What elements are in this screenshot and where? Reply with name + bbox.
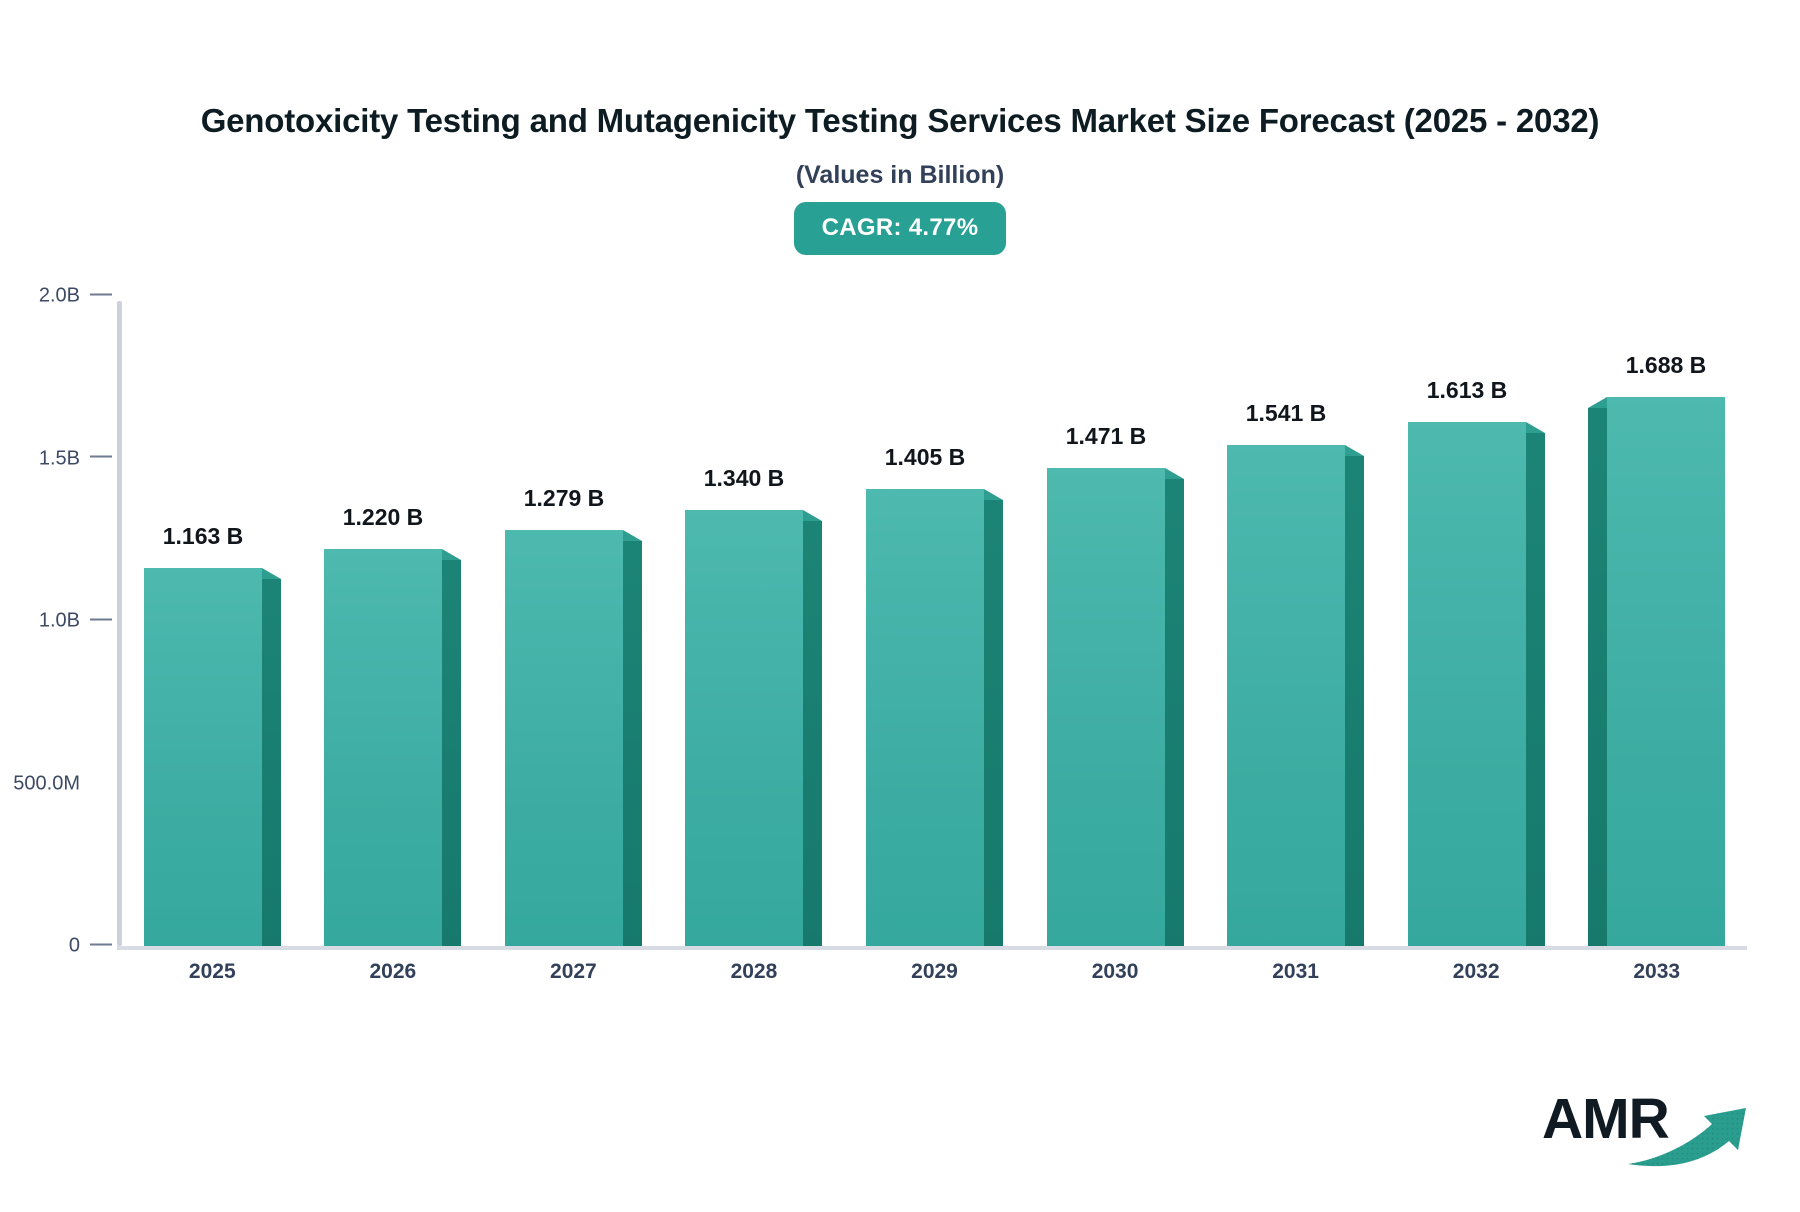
bar-value-label: 1.279 B	[523, 485, 605, 511]
chart-subtitle: (Values in Billion)	[795, 160, 1005, 189]
bar-top-cap	[442, 549, 461, 560]
bar-2032[interactable]: 1.613 B	[1408, 296, 1545, 946]
bar-value-label: 1.688 B	[1625, 352, 1707, 378]
y-tick-mark	[90, 618, 112, 621]
growth-arrow-icon	[1628, 1108, 1746, 1167]
y-tick-0: 0	[0, 935, 112, 958]
bar-side-face	[984, 500, 1003, 946]
x-tick-label-2030: 2030	[1091, 960, 1139, 983]
bar-2031[interactable]: 1.541 B	[1227, 296, 1364, 946]
bar-value-label: 1.163 B	[162, 523, 244, 549]
y-tick-label: 0	[68, 934, 80, 957]
bar-2033[interactable]: 1.688 B	[1588, 296, 1725, 946]
y-tick-500.0M: 500.0M	[0, 772, 112, 795]
y-tick-label: 500.0M	[13, 772, 80, 794]
bar-top-cap	[1588, 397, 1607, 408]
x-tick-label-2032: 2032	[1452, 960, 1500, 983]
x-axis-spine	[117, 946, 1747, 950]
y-tick-label: 1.5B	[38, 447, 80, 469]
bar-side-face	[803, 521, 822, 946]
bar-top-cap	[803, 510, 822, 521]
bar-front-face	[1047, 468, 1165, 946]
bar-2028[interactable]: 1.340 B	[685, 296, 822, 946]
bar-top-cap	[1526, 422, 1545, 433]
bar-value-label: 1.471 B	[1065, 423, 1147, 449]
bar-2030[interactable]: 1.471 B	[1047, 296, 1184, 946]
x-tick-label-2026: 2026	[369, 960, 417, 983]
bar-series: 1.163 B 1.220 B 1.279 B 1.340 B 1.405 B 1.471…	[122, 296, 1747, 946]
y-tick-mark	[90, 943, 112, 946]
y-tick-label: 2.0B	[38, 284, 80, 307]
x-tick-label-2033: 2033	[1633, 960, 1681, 983]
x-tick-label-2027: 2027	[550, 960, 597, 983]
bar-top-cap	[984, 489, 1003, 500]
bar-front-face	[1408, 422, 1526, 946]
y-axis-spine	[117, 301, 122, 946]
amr-logo: AMR	[1542, 1078, 1752, 1170]
cagr-badge: CAGR: 4.77%	[793, 201, 1007, 255]
bar-side-face	[1165, 479, 1184, 946]
y-tick-2.0B: 2.0B	[0, 285, 112, 308]
bar-side-face	[1588, 408, 1607, 946]
y-tick-1.5B: 1.5B	[0, 447, 112, 470]
bar-2026[interactable]: 1.220 B	[324, 296, 461, 946]
bar-2029[interactable]: 1.405 B	[866, 296, 1003, 946]
x-axis-labels: 2025 2026 2027 2028 2029 2030 2031 2032 2033	[122, 960, 1747, 1000]
bar-front-face	[505, 530, 623, 946]
bar-side-face	[1526, 433, 1545, 946]
bar-side-face	[442, 560, 461, 946]
bar-value-label: 1.220 B	[342, 504, 424, 530]
bar-front-face	[685, 510, 803, 946]
bar-side-face	[262, 579, 281, 946]
logo-wordmark: AMR	[1542, 1087, 1670, 1151]
bar-front-face	[1227, 445, 1345, 946]
bar-value-label: 1.405 B	[884, 444, 966, 470]
x-tick-label-2031: 2031	[1272, 960, 1319, 983]
page-title: Genotoxicity Testing and Mutagenicity Te…	[200, 102, 1600, 139]
bar-front-face	[1607, 397, 1725, 946]
bar-side-face	[1345, 456, 1364, 946]
bar-top-cap	[1345, 445, 1364, 456]
bar-2025[interactable]: 1.163 B	[144, 296, 281, 946]
bar-front-face	[866, 489, 984, 946]
y-tick-label: 1.0B	[38, 609, 80, 632]
bar-value-label: 1.613 B	[1426, 377, 1508, 403]
y-tick-mark	[90, 293, 112, 296]
bar-side-face	[623, 541, 642, 946]
y-tick-1.0B: 1.0B	[0, 610, 112, 633]
bar-value-label: 1.541 B	[1245, 400, 1327, 426]
bar-top-cap	[623, 530, 642, 541]
x-tick-label-2028: 2028	[730, 960, 778, 983]
bar-front-face	[324, 549, 442, 946]
x-tick-label-2025: 2025	[188, 960, 236, 983]
bar-2027[interactable]: 1.279 B	[505, 296, 642, 946]
chart-header: Genotoxicity Testing and Mutagenicity Te…	[0, 98, 1800, 255]
bar-top-cap	[262, 568, 281, 579]
bar-front-face	[144, 568, 262, 946]
y-tick-mark	[90, 455, 112, 458]
x-tick-label-2029: 2029	[911, 960, 958, 983]
bar-value-label: 1.340 B	[703, 465, 785, 491]
plot-area: 0 500.0M 1.0B 1.5B 2.0B 1.163 B 1.220 B 1.279 …	[0, 285, 1800, 957]
bar-top-cap	[1165, 468, 1184, 479]
